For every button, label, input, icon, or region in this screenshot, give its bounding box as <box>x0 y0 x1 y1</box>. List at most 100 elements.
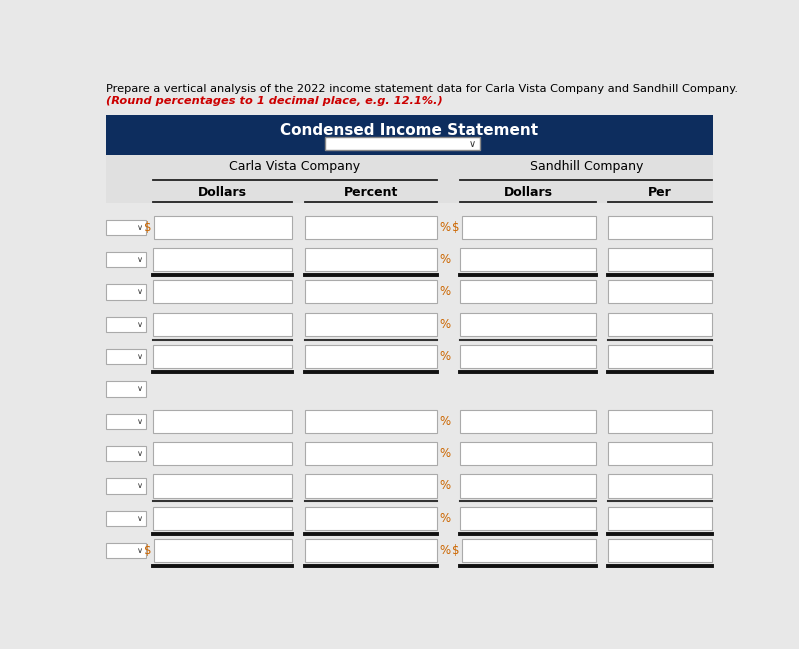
Text: $: $ <box>145 221 152 234</box>
Bar <box>154 215 292 239</box>
Text: ∨: ∨ <box>137 288 143 297</box>
Bar <box>106 276 713 308</box>
Bar <box>106 317 146 332</box>
Bar <box>607 507 712 530</box>
Bar <box>106 349 146 364</box>
Bar <box>607 345 712 368</box>
Text: ∨: ∨ <box>137 384 143 393</box>
Bar <box>106 405 713 437</box>
Bar <box>460 248 596 271</box>
Bar <box>324 137 479 151</box>
Bar <box>305 280 437 304</box>
Text: %: % <box>439 318 451 331</box>
Bar <box>460 442 596 465</box>
Bar <box>153 507 292 530</box>
Bar <box>106 243 713 276</box>
Bar <box>106 155 713 182</box>
Text: %: % <box>439 447 451 460</box>
Bar <box>106 446 146 461</box>
Bar <box>106 478 146 494</box>
Text: Carla Vista Company: Carla Vista Company <box>229 160 360 173</box>
Bar <box>106 308 713 341</box>
Text: ∨: ∨ <box>137 417 143 426</box>
Text: %: % <box>439 286 451 299</box>
Bar <box>305 410 437 433</box>
Bar <box>305 313 437 336</box>
Bar <box>305 248 437 271</box>
Bar <box>106 437 713 470</box>
Bar <box>305 507 437 530</box>
Text: ∨: ∨ <box>137 255 143 264</box>
Bar <box>153 410 292 433</box>
Text: Condensed Income Statement: Condensed Income Statement <box>280 123 539 138</box>
Bar <box>460 280 596 304</box>
Bar <box>305 539 437 562</box>
Text: ∨: ∨ <box>469 139 476 149</box>
Bar <box>106 211 713 243</box>
Bar <box>607 410 712 433</box>
Text: %: % <box>439 544 451 557</box>
Bar <box>607 280 712 304</box>
Bar <box>607 248 712 271</box>
Text: %: % <box>439 480 451 493</box>
Text: (Round percentages to 1 decimal place, e.g. 12.1%.): (Round percentages to 1 decimal place, e… <box>106 96 443 106</box>
Bar <box>607 539 712 562</box>
Text: %: % <box>439 350 451 363</box>
Bar <box>462 539 596 562</box>
Bar <box>106 381 146 397</box>
Bar <box>153 248 292 271</box>
Text: $: $ <box>452 544 459 557</box>
Bar <box>460 507 596 530</box>
Text: Per: Per <box>648 186 672 199</box>
Bar <box>154 539 292 562</box>
Text: ∨: ∨ <box>137 352 143 361</box>
Text: ∨: ∨ <box>137 546 143 555</box>
Bar <box>106 341 713 373</box>
Bar <box>106 219 146 235</box>
Text: $: $ <box>452 221 459 234</box>
Bar <box>106 511 146 526</box>
Bar <box>460 345 596 368</box>
Bar <box>462 215 596 239</box>
Bar <box>305 474 437 498</box>
Bar <box>153 313 292 336</box>
Text: %: % <box>439 512 451 525</box>
Text: ∨: ∨ <box>137 449 143 458</box>
Bar <box>106 535 713 567</box>
Bar <box>607 474 712 498</box>
Text: ∨: ∨ <box>137 223 143 232</box>
Text: $: $ <box>145 544 152 557</box>
Bar <box>460 410 596 433</box>
Text: Dollars: Dollars <box>198 186 247 199</box>
Bar <box>106 252 146 267</box>
Bar <box>460 313 596 336</box>
Text: %: % <box>439 221 451 234</box>
Bar <box>106 413 146 429</box>
Text: ∨: ∨ <box>137 514 143 523</box>
Bar <box>153 442 292 465</box>
Text: %: % <box>439 253 451 266</box>
Bar <box>153 345 292 368</box>
Bar <box>153 474 292 498</box>
Text: Prepare a vertical analysis of the 2022 income statement data for Carla Vista Co: Prepare a vertical analysis of the 2022 … <box>106 84 738 94</box>
Bar <box>106 502 713 535</box>
Text: Dollars: Dollars <box>503 186 553 199</box>
Text: Sandhill Company: Sandhill Company <box>530 160 643 173</box>
Bar <box>106 115 713 155</box>
Bar <box>106 470 713 502</box>
Text: Percent: Percent <box>344 186 399 199</box>
Text: ∨: ∨ <box>137 320 143 329</box>
Bar <box>153 280 292 304</box>
Bar <box>106 182 713 203</box>
Bar <box>106 284 146 300</box>
Text: %: % <box>439 415 451 428</box>
Bar <box>106 543 146 558</box>
Bar <box>607 215 712 239</box>
Bar <box>460 474 596 498</box>
Text: ∨: ∨ <box>137 482 143 491</box>
Bar <box>607 313 712 336</box>
Bar <box>305 345 437 368</box>
Bar <box>305 215 437 239</box>
Bar <box>607 442 712 465</box>
Bar <box>106 373 713 405</box>
